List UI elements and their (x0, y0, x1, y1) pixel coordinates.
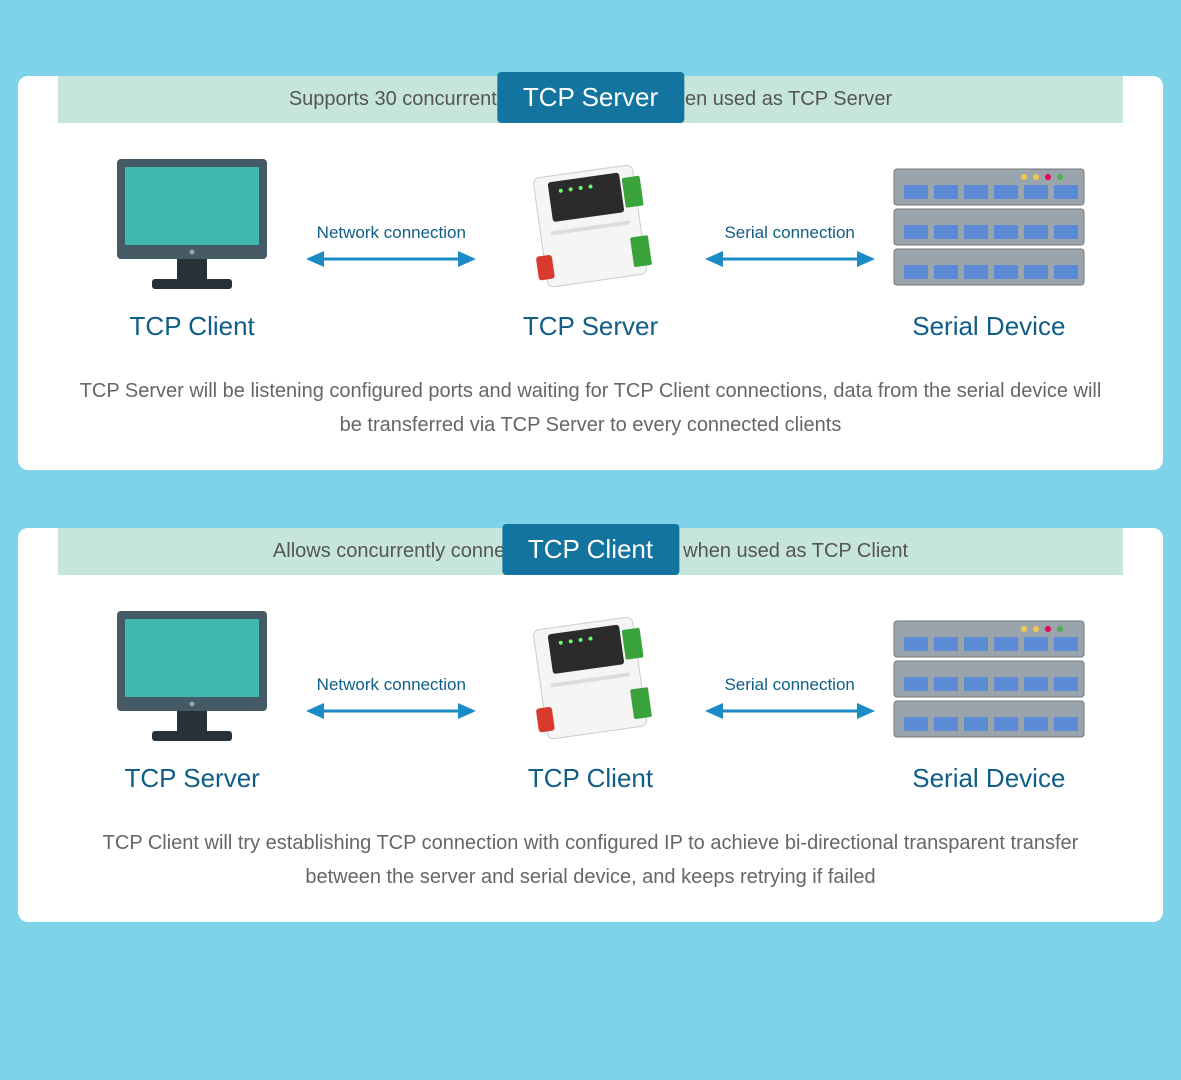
arrow-net: Network connection (306, 223, 476, 271)
double-arrow-icon (306, 247, 476, 271)
diagram-row: TCP Server Network connection (18, 575, 1163, 804)
node-label-mid: TCP Client (476, 763, 704, 794)
arrow-label: Network connection (306, 675, 476, 695)
converter-device-icon (510, 151, 670, 301)
node-label-left: TCP Server (78, 763, 306, 794)
title-chip: TCP Client (502, 524, 679, 575)
panel-tcp-server: TCP Server Supports 30 concurrent TCP co… (18, 76, 1163, 470)
panel-tcp-client: TCP Client Allows concurrently connectin… (18, 528, 1163, 922)
node-right: Serial Device (875, 151, 1103, 342)
monitor-icon (107, 603, 277, 753)
double-arrow-icon (705, 247, 875, 271)
diagram-row: TCP Client Network connection (18, 123, 1163, 352)
double-arrow-icon (705, 699, 875, 723)
arrow-label: Serial connection (705, 675, 875, 695)
arrow-net: Network connection (306, 675, 476, 723)
node-mid: TCP Server (476, 151, 704, 342)
node-left: TCP Server (78, 603, 306, 794)
double-arrow-icon (306, 699, 476, 723)
node-right: Serial Device (875, 603, 1103, 794)
node-label-mid: TCP Server (476, 311, 704, 342)
converter-device-icon (510, 603, 670, 753)
description: TCP Server will be listening configured … (18, 352, 1163, 442)
server-rack-icon (884, 151, 1094, 301)
node-label-right: Serial Device (875, 763, 1103, 794)
arrow-serial: Serial connection (705, 675, 875, 723)
node-label-left: TCP Client (78, 311, 306, 342)
arrow-label: Network connection (306, 223, 476, 243)
node-mid: TCP Client (476, 603, 704, 794)
node-left: TCP Client (78, 151, 306, 342)
node-label-right: Serial Device (875, 311, 1103, 342)
server-rack-icon (884, 603, 1094, 753)
description: TCP Client will try establishing TCP con… (18, 804, 1163, 894)
arrow-serial: Serial connection (705, 223, 875, 271)
monitor-icon (107, 151, 277, 301)
arrow-label: Serial connection (705, 223, 875, 243)
title-chip: TCP Server (497, 72, 684, 123)
